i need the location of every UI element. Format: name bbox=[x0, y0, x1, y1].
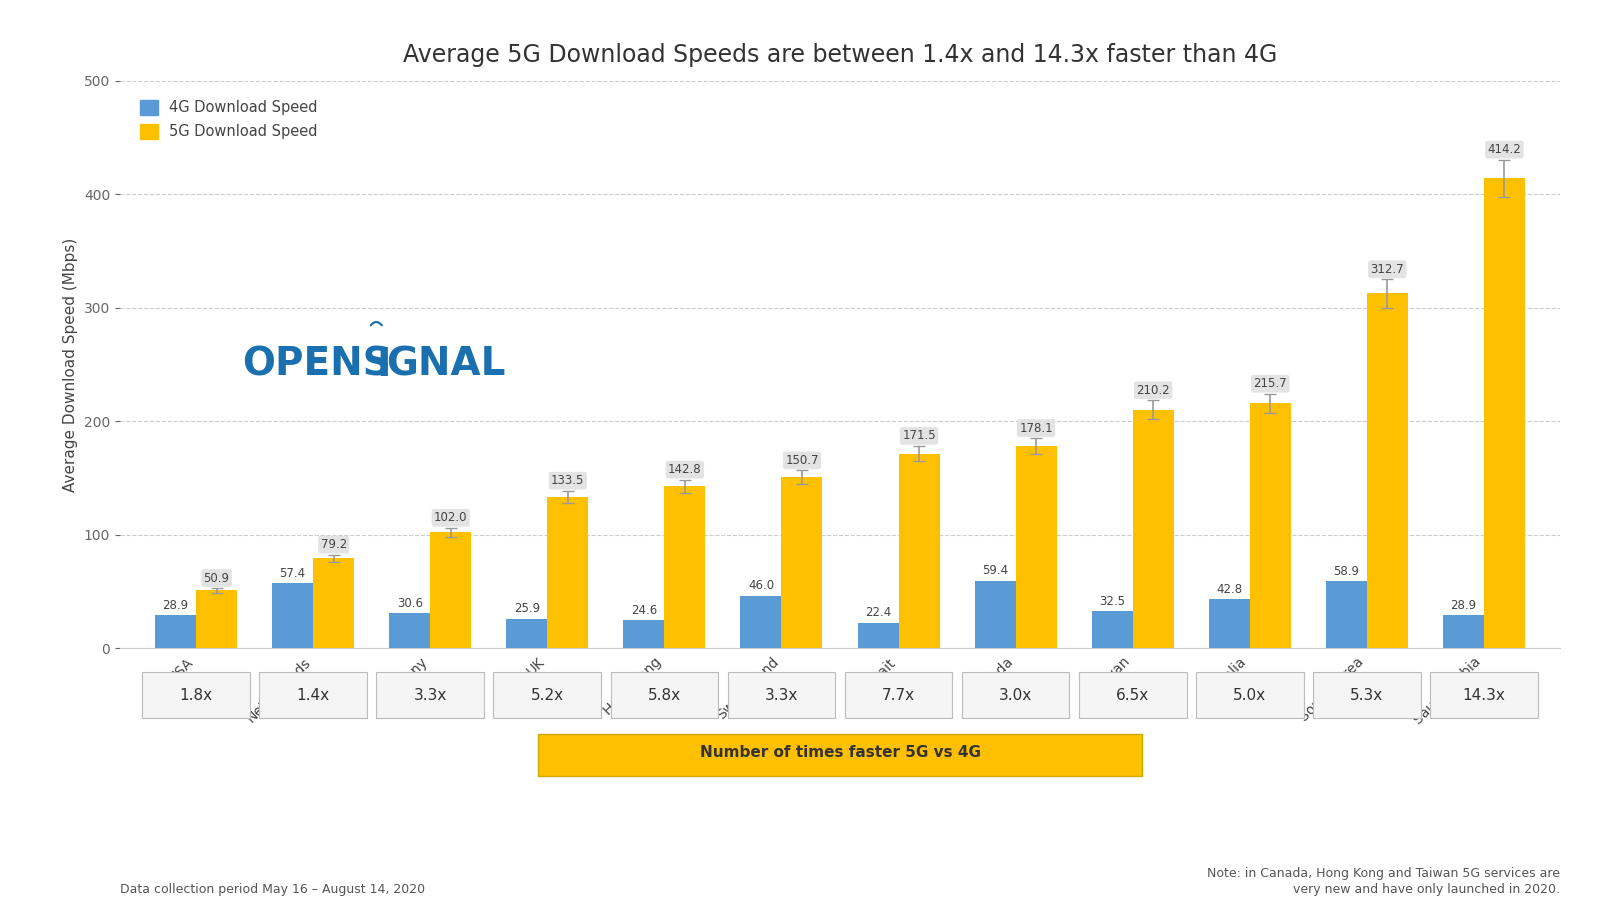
Bar bbox=[314, 558, 354, 648]
Bar bbox=[974, 580, 1016, 648]
FancyBboxPatch shape bbox=[1078, 672, 1187, 718]
FancyBboxPatch shape bbox=[259, 672, 366, 718]
Text: 6.5x: 6.5x bbox=[1117, 688, 1149, 703]
Y-axis label: Average Download Speed (Mbps): Average Download Speed (Mbps) bbox=[64, 238, 78, 491]
Text: 215.7: 215.7 bbox=[1253, 377, 1286, 391]
Text: 5.3x: 5.3x bbox=[1350, 688, 1384, 703]
FancyBboxPatch shape bbox=[962, 672, 1069, 718]
Bar bbox=[272, 583, 314, 648]
Text: 133.5: 133.5 bbox=[550, 474, 584, 487]
Bar bbox=[197, 590, 237, 648]
Bar bbox=[1091, 611, 1133, 648]
Text: 414.2: 414.2 bbox=[1488, 143, 1522, 156]
Title: Average 5G Download Speeds are between 1.4x and 14.3x faster than 4G: Average 5G Download Speeds are between 1… bbox=[403, 42, 1277, 67]
Bar bbox=[155, 616, 197, 648]
FancyBboxPatch shape bbox=[1430, 672, 1538, 718]
Bar bbox=[624, 620, 664, 648]
FancyBboxPatch shape bbox=[728, 672, 835, 718]
FancyBboxPatch shape bbox=[845, 672, 952, 718]
Text: 1.4x: 1.4x bbox=[296, 688, 330, 703]
Bar bbox=[1133, 410, 1174, 648]
Text: 42.8: 42.8 bbox=[1216, 583, 1242, 596]
Text: 150.7: 150.7 bbox=[786, 454, 819, 467]
FancyBboxPatch shape bbox=[1195, 672, 1304, 718]
Text: 3.0x: 3.0x bbox=[998, 688, 1032, 703]
FancyBboxPatch shape bbox=[611, 672, 718, 718]
Text: 5.8x: 5.8x bbox=[648, 688, 682, 703]
Text: 312.7: 312.7 bbox=[1371, 263, 1405, 275]
Bar bbox=[430, 532, 472, 648]
Bar bbox=[1250, 403, 1291, 648]
Bar bbox=[1443, 616, 1483, 648]
Text: I: I bbox=[376, 346, 390, 383]
Text: 7.7x: 7.7x bbox=[882, 688, 915, 703]
Text: 24.6: 24.6 bbox=[630, 604, 658, 617]
Text: 178.1: 178.1 bbox=[1019, 421, 1053, 435]
Bar bbox=[506, 618, 547, 648]
Text: Note: in Canada, Hong Kong and Taiwan 5G services are
very new and have only lau: Note: in Canada, Hong Kong and Taiwan 5G… bbox=[1206, 868, 1560, 896]
Text: 59.4: 59.4 bbox=[982, 564, 1008, 577]
FancyBboxPatch shape bbox=[1314, 672, 1421, 718]
Text: 171.5: 171.5 bbox=[902, 429, 936, 442]
Bar bbox=[1016, 446, 1056, 648]
Bar bbox=[1208, 599, 1250, 648]
Text: 102.0: 102.0 bbox=[434, 511, 467, 525]
Text: 14.3x: 14.3x bbox=[1462, 688, 1506, 703]
Text: 25.9: 25.9 bbox=[514, 602, 539, 616]
Text: 210.2: 210.2 bbox=[1136, 383, 1170, 397]
Bar bbox=[664, 486, 706, 648]
Text: OPENS: OPENS bbox=[243, 346, 390, 383]
Bar bbox=[899, 454, 939, 648]
FancyBboxPatch shape bbox=[538, 734, 1142, 776]
Text: 57.4: 57.4 bbox=[280, 566, 306, 580]
Text: 79.2: 79.2 bbox=[320, 538, 347, 551]
Text: 3.3x: 3.3x bbox=[413, 688, 446, 703]
Legend: 4G Download Speed, 5G Download Speed: 4G Download Speed, 5G Download Speed bbox=[134, 94, 323, 145]
Text: 46.0: 46.0 bbox=[747, 580, 774, 592]
Text: 5.2x: 5.2x bbox=[531, 688, 563, 703]
Bar bbox=[1326, 581, 1366, 648]
FancyBboxPatch shape bbox=[142, 672, 250, 718]
Bar bbox=[1366, 293, 1408, 648]
Bar bbox=[781, 477, 822, 648]
FancyBboxPatch shape bbox=[376, 672, 485, 718]
Text: 58.9: 58.9 bbox=[1333, 565, 1360, 578]
Text: 30.6: 30.6 bbox=[397, 597, 422, 610]
Text: GNAL: GNAL bbox=[387, 346, 506, 383]
Text: 32.5: 32.5 bbox=[1099, 595, 1125, 608]
Text: 5.0x: 5.0x bbox=[1234, 688, 1266, 703]
Text: 142.8: 142.8 bbox=[669, 464, 702, 476]
Text: 1.8x: 1.8x bbox=[179, 688, 213, 703]
Text: 28.9: 28.9 bbox=[163, 598, 189, 612]
Text: Data collection period May 16 – August 14, 2020: Data collection period May 16 – August 1… bbox=[120, 883, 426, 896]
Bar bbox=[547, 497, 589, 648]
FancyBboxPatch shape bbox=[493, 672, 602, 718]
Text: 50.9: 50.9 bbox=[203, 572, 229, 585]
Bar bbox=[858, 623, 899, 648]
Bar bbox=[1483, 178, 1525, 648]
Text: Number of times faster 5G vs 4G: Number of times faster 5G vs 4G bbox=[699, 745, 981, 760]
Text: 28.9: 28.9 bbox=[1450, 598, 1477, 612]
Bar bbox=[389, 613, 430, 648]
Text: 3.3x: 3.3x bbox=[765, 688, 798, 703]
Text: 22.4: 22.4 bbox=[866, 607, 891, 619]
Bar bbox=[741, 596, 781, 648]
